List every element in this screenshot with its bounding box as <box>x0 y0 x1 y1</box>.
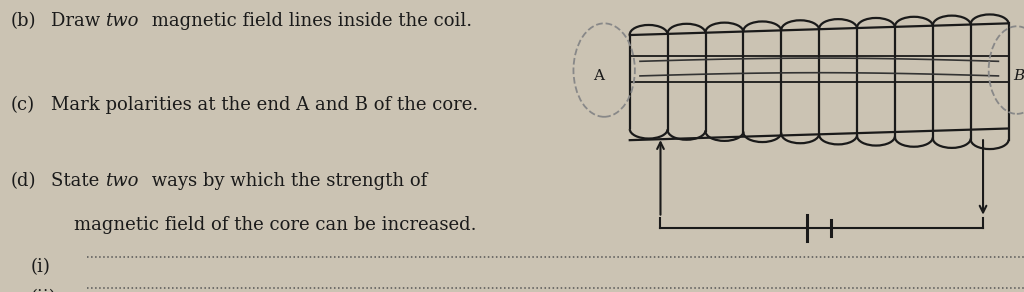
Text: A: A <box>594 69 604 83</box>
Text: magnetic field lines inside the coil.: magnetic field lines inside the coil. <box>146 12 472 30</box>
Text: (d): (d) <box>10 172 36 190</box>
Text: Mark polarities at the end A and B of the core.: Mark polarities at the end A and B of th… <box>51 96 478 114</box>
Text: magnetic field of the core can be increased.: magnetic field of the core can be increa… <box>74 216 476 234</box>
Text: two: two <box>105 172 139 190</box>
Text: State: State <box>51 172 105 190</box>
Text: (i): (i) <box>31 258 50 277</box>
Text: B: B <box>1014 69 1024 83</box>
Text: Draw: Draw <box>51 12 106 30</box>
Text: two: two <box>105 12 139 30</box>
Text: (ii): (ii) <box>31 289 56 292</box>
Text: ways by which the strength of: ways by which the strength of <box>146 172 428 190</box>
Text: (c): (c) <box>10 96 35 114</box>
Text: (b): (b) <box>10 12 36 30</box>
